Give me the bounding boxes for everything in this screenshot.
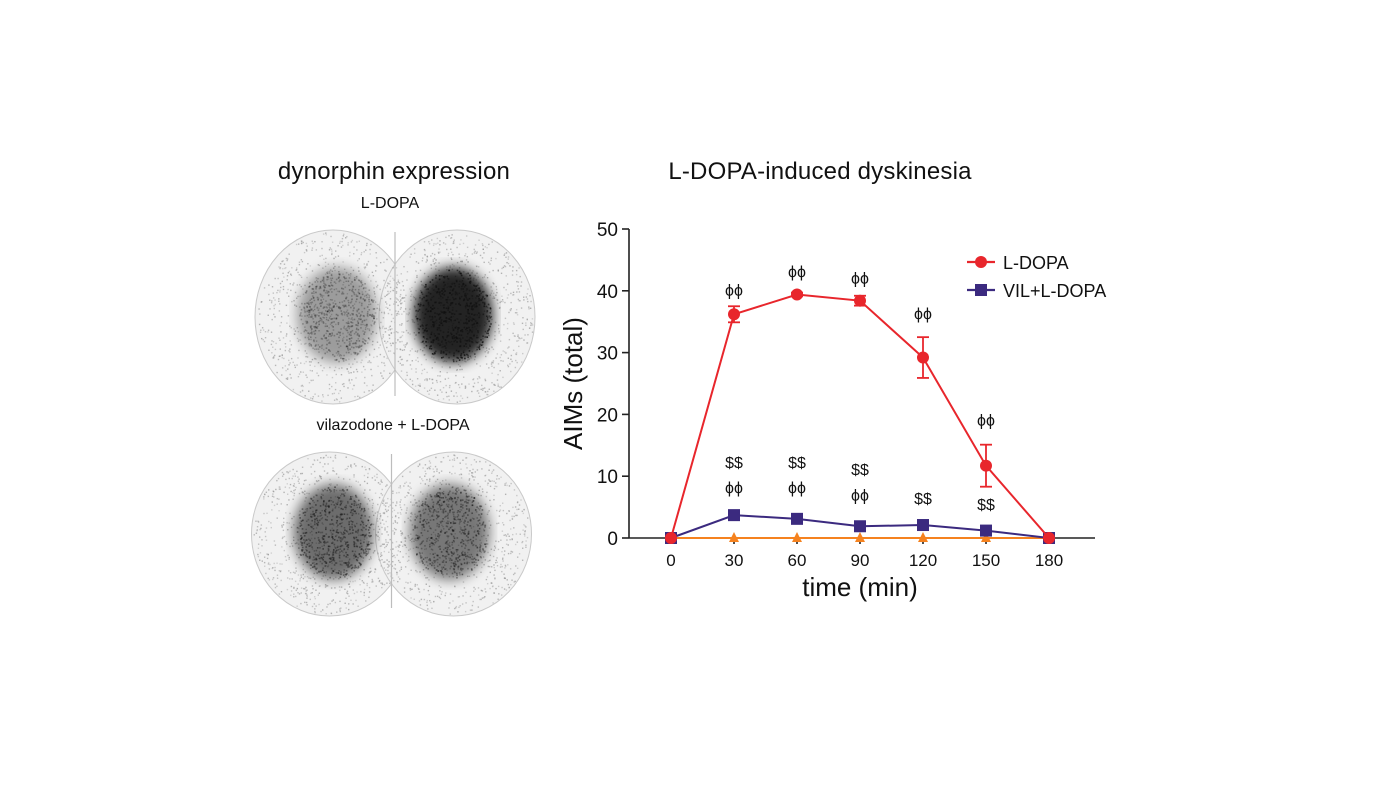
significance-annotation: $$ <box>914 491 932 508</box>
striatum-texture <box>299 269 493 363</box>
y-tick-label: 0 <box>607 529 618 550</box>
data-point <box>917 519 929 532</box>
significance-annotation: ϕϕ <box>977 413 995 430</box>
significance-annotation: $$ <box>851 462 869 479</box>
left-striatum <box>293 484 374 580</box>
legend-marker <box>975 284 987 296</box>
y-tick-label: 20 <box>597 405 618 426</box>
y-tick-label: 40 <box>597 282 618 303</box>
x-tick-label: 30 <box>725 551 744 570</box>
significance-annotation: ϕϕ <box>788 264 806 281</box>
significance-annotation: ϕϕ <box>851 487 869 504</box>
x-tick-label: 60 <box>788 551 807 570</box>
ldopa-section-label: L-DOPA <box>360 195 420 212</box>
legend-marker <box>975 256 987 268</box>
significance-annotation: $$ <box>788 455 806 472</box>
legend-label: L-DOPA <box>1003 253 1069 273</box>
brain-section-ldopa <box>254 229 536 405</box>
y-tick-label: 10 <box>597 467 618 488</box>
data-point <box>981 532 991 542</box>
significance-annotation: ϕϕ <box>788 480 806 497</box>
x-tick-label: 150 <box>972 551 1000 570</box>
significance-annotation: ϕϕ <box>851 270 869 287</box>
striatum-texture <box>296 486 489 579</box>
vilazodone-section-label: vilazodone + L-DOPA <box>316 417 470 434</box>
data-point <box>917 351 929 364</box>
x-axis-label: time (min) <box>802 572 918 602</box>
right-striatum <box>409 484 490 580</box>
y-tick-label: 50 <box>597 220 618 241</box>
right-striatum <box>413 267 493 363</box>
data-point <box>791 512 803 525</box>
dyskinesia-chart: 0 10 20 30 40 50 0 30 60 90 120 150 180 time (min) AIM… <box>558 220 1106 602</box>
significance-annotation: $$ <box>977 497 995 514</box>
legend-item: VIL+L-DOPA <box>967 281 1106 301</box>
data-point <box>980 524 992 537</box>
chart-title: L-DOPA-induced dyskinesia <box>668 158 972 185</box>
x-tick-label: 120 <box>909 551 937 570</box>
data-point <box>728 509 740 522</box>
data-point <box>729 532 739 542</box>
data-point <box>854 294 866 307</box>
x-tick-label: 90 <box>851 551 870 570</box>
data-point <box>855 532 865 542</box>
legend-item: L-DOPA <box>967 253 1069 273</box>
data-point <box>792 532 802 542</box>
data-point <box>854 520 866 533</box>
significance-annotation: ϕϕ <box>914 306 932 323</box>
x-tick-label: 0 <box>666 551 675 570</box>
series-control <box>666 532 1054 542</box>
dynorphin-title: dynorphin expression <box>277 158 511 185</box>
data-point <box>728 308 740 321</box>
x-tick-label: 180 <box>1035 551 1063 570</box>
y-axis-label: AIMs (total) <box>558 317 588 450</box>
data-point <box>1043 532 1055 544</box>
significance-annotation: ϕϕ <box>725 283 743 300</box>
significance-annotation: $$ <box>725 455 743 472</box>
series-l-dopa <box>665 288 1055 544</box>
data-point <box>665 532 677 544</box>
data-point <box>791 288 803 301</box>
data-point <box>918 532 928 542</box>
significance-annotation: ϕϕ <box>725 480 743 497</box>
brain-section-vilazodone-ldopa <box>251 451 532 617</box>
data-point <box>980 459 992 472</box>
legend-label: VIL+L-DOPA <box>1003 281 1106 301</box>
left-striatum <box>297 267 377 363</box>
y-tick-label: 30 <box>597 344 618 365</box>
